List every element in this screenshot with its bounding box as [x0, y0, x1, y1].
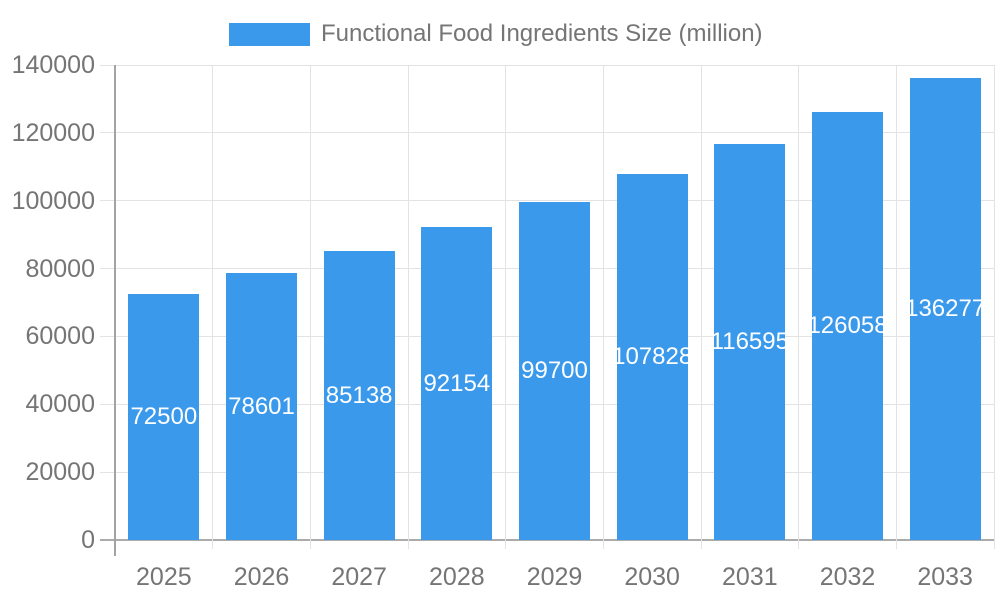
y-tick-label: 0 — [81, 526, 95, 554]
x-tick-label: 2029 — [526, 563, 583, 591]
bar-value-label: 72500 — [130, 403, 198, 430]
bar — [323, 251, 395, 540]
gridline — [100, 64, 994, 66]
x-tick-label: 2030 — [624, 563, 680, 591]
bar — [128, 294, 200, 540]
category-separator-line — [309, 65, 311, 549]
gridline — [100, 132, 994, 134]
x-tick-label: 2027 — [331, 563, 387, 591]
x-tick-label: 2025 — [136, 563, 192, 591]
bar — [519, 201, 590, 540]
y-tick-label: 80000 — [25, 254, 95, 283]
category-separator-line — [602, 65, 604, 549]
bar — [909, 77, 981, 540]
plot-area: 72500 78601 85138 92154 99700 107828 116595 126… — [100, 64, 995, 556]
category-separator-line — [895, 65, 897, 549]
category-separator-line — [798, 65, 800, 549]
x-tick-label: 2026 — [233, 563, 290, 591]
legend: Functional Food Ingredients Size (millio… — [229, 20, 763, 48]
bar — [421, 227, 493, 540]
plot-right-edge-line — [993, 65, 995, 549]
bar — [812, 112, 883, 540]
bar-value-label: 85138 — [325, 381, 393, 409]
bar-value-label: 92154 — [423, 369, 491, 397]
y-tick-label: 40000 — [25, 390, 95, 419]
y-axis-line — [114, 65, 116, 556]
bar-value-label: 116595 — [710, 328, 789, 356]
y-tick-label: 120000 — [11, 118, 95, 147]
y-tick-label: 100000 — [11, 186, 95, 215]
legend-swatch-icon — [229, 22, 310, 46]
bar-value-label: 126058 — [807, 312, 888, 340]
x-tick-label: 2028 — [429, 563, 485, 591]
x-tick-label: 2032 — [819, 563, 876, 591]
legend-label: Functional Food Ingredients Size (millio… — [321, 20, 763, 47]
category-separator-line — [700, 65, 702, 549]
bar-value-label: 99700 — [521, 356, 588, 384]
bar-value-label: 78601 — [228, 392, 295, 420]
y-tick-label: 60000 — [25, 322, 95, 351]
bar — [616, 174, 688, 540]
gridline — [100, 200, 994, 202]
bar — [714, 144, 786, 540]
category-separator-line — [505, 65, 507, 549]
x-axis-baseline — [100, 539, 994, 541]
x-tick-label: 2033 — [917, 563, 973, 591]
y-tick-label: 140000 — [11, 51, 95, 79]
x-tick-label: 2031 — [722, 563, 778, 591]
category-separator-line — [212, 65, 214, 549]
y-tick-label: 20000 — [25, 458, 95, 487]
bar — [226, 273, 297, 540]
bar-value-label: 107828 — [612, 343, 693, 371]
bar-value-label: 136277 — [905, 294, 986, 322]
category-separator-line — [407, 65, 409, 549]
